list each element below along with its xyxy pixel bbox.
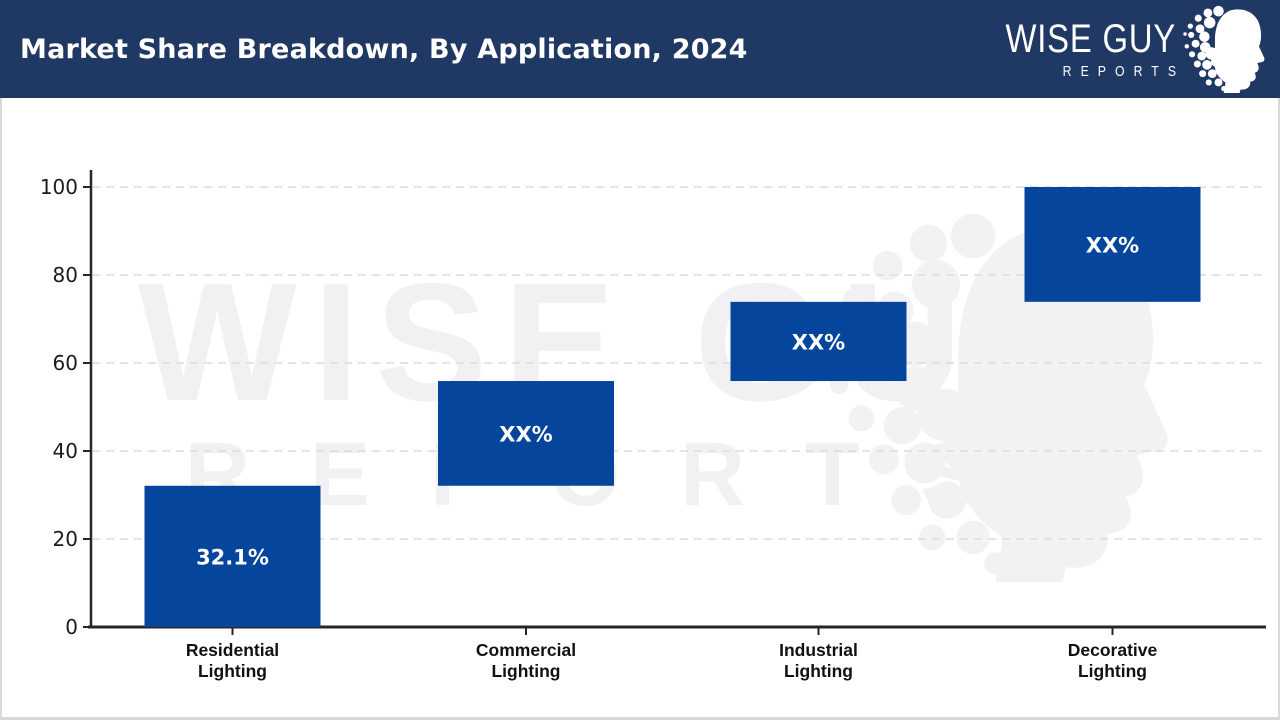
y-tick-label-60: 60 — [53, 351, 78, 375]
bar-commercial-lighting — [438, 381, 614, 486]
y-tick-label-40: 40 — [53, 439, 78, 463]
chart-area: WISE GUY REPORTS 02040608010032.1%Reside… — [0, 98, 1280, 720]
category-label-commercial-lighting: Commercial Lighting — [476, 640, 576, 681]
category-label-industrial-lighting: Industrial Lighting — [779, 640, 858, 681]
bar-value-label-decorative-lighting: XX% — [1086, 233, 1139, 257]
y-tick-label-0: 0 — [65, 615, 78, 639]
category-label-decorative-lighting: Decorative Lighting — [1068, 640, 1158, 681]
category-label-residential-lighting: Residential Lighting — [186, 640, 279, 681]
logo-brand-text: WISE GUY — [1005, 16, 1176, 61]
bar-value-label-industrial-lighting: XX% — [792, 330, 845, 354]
dotted-face-logo-icon — [1183, 5, 1265, 93]
y-tick-label-20: 20 — [53, 527, 78, 551]
logo-sub-text: REPORTS — [1062, 62, 1186, 80]
bar-value-label-residential-lighting: 32.1% — [196, 545, 269, 569]
header: Market Share Breakdown, By Application, … — [0, 0, 1280, 98]
wiseguy-logo: WISE GUY REPORTS — [968, 5, 1266, 93]
bar-industrial-lighting — [730, 301, 907, 382]
bar-residential-lighting — [144, 485, 321, 627]
waterfall-chart: 0 20 40 60 80 100 32.1% Residential Lighting XX% C… — [40, 170, 1266, 681]
y-tick-label-80: 80 — [53, 263, 78, 287]
page-title: Market Share Breakdown, By Application, … — [20, 33, 748, 65]
logo-text: WISE GUY REPORTS — [1005, 19, 1176, 80]
y-tick-label-100: 100 — [40, 175, 78, 199]
bar-decorative-lighting — [1024, 187, 1201, 302]
bar-value-label-commercial-lighting: XX% — [499, 422, 552, 446]
